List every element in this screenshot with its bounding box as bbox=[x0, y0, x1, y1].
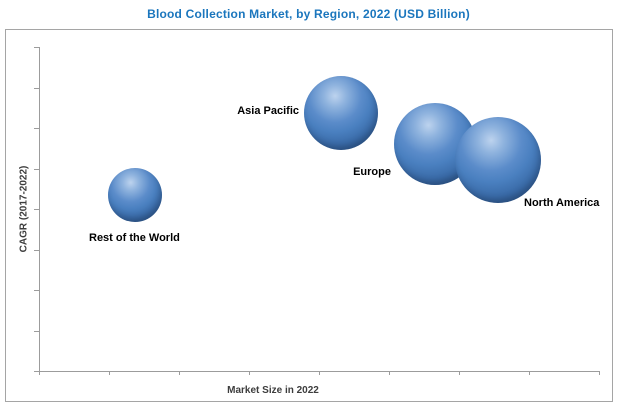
chart-title: Blood Collection Market, by Region, 2022… bbox=[147, 7, 470, 21]
y-axis-tick bbox=[34, 209, 39, 210]
bubble-label-europe: Europe bbox=[353, 166, 391, 178]
x-axis-tick bbox=[599, 371, 600, 375]
y-axis-tick bbox=[34, 249, 39, 251]
bubble-label-rest-of-the-world: Rest of the World bbox=[89, 232, 180, 244]
x-axis-title: Market Size in 2022 bbox=[227, 385, 319, 396]
x-axis-tick bbox=[319, 371, 320, 375]
y-axis-tick bbox=[34, 290, 39, 291]
bubble-label-asia-pacific: Asia Pacific bbox=[237, 105, 299, 117]
chart-border-box: CAGR (2017-2022) Market Size in 2022 Res… bbox=[5, 29, 613, 402]
x-axis-tick bbox=[529, 371, 530, 375]
y-axis-tick bbox=[34, 330, 39, 332]
x-axis-tick bbox=[249, 371, 250, 375]
x-axis-tick bbox=[109, 371, 110, 375]
bubble-rest-of-the-world bbox=[107, 168, 162, 223]
y-axis-tick bbox=[34, 371, 39, 372]
bubble-asia-pacific bbox=[303, 76, 378, 151]
plot-area: CAGR (2017-2022) Market Size in 2022 Res… bbox=[6, 30, 612, 401]
y-axis-tick bbox=[34, 47, 39, 48]
y-axis-tick bbox=[34, 128, 39, 129]
y-axis-line bbox=[39, 47, 40, 371]
y-axis-tick bbox=[34, 168, 39, 170]
x-axis-tick bbox=[179, 371, 180, 375]
y-axis-tick bbox=[34, 87, 39, 89]
x-axis-line bbox=[34, 371, 599, 372]
x-axis-tick bbox=[39, 371, 40, 375]
x-axis-tick bbox=[389, 371, 390, 375]
bubble-label-north-america: North America bbox=[524, 197, 600, 209]
bubble-north-america bbox=[455, 117, 542, 204]
x-axis-tick bbox=[459, 371, 460, 375]
y-axis-title: CAGR (2017-2022) bbox=[18, 165, 30, 253]
